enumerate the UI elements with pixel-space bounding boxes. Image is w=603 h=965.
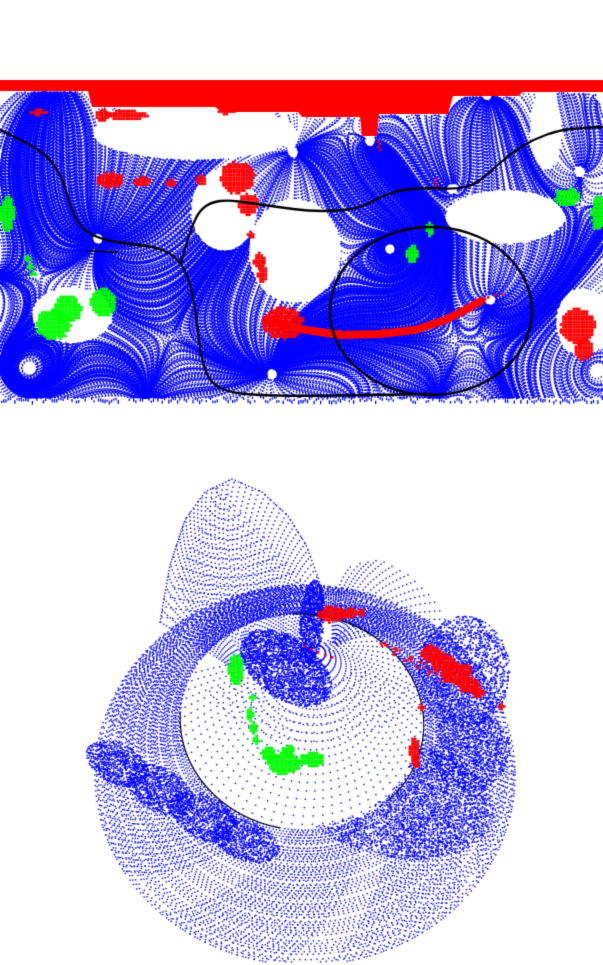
streamline-map-panel	[0, 0, 603, 420]
streamline-sphere-panel	[0, 420, 603, 965]
figure-root	[0, 0, 603, 965]
